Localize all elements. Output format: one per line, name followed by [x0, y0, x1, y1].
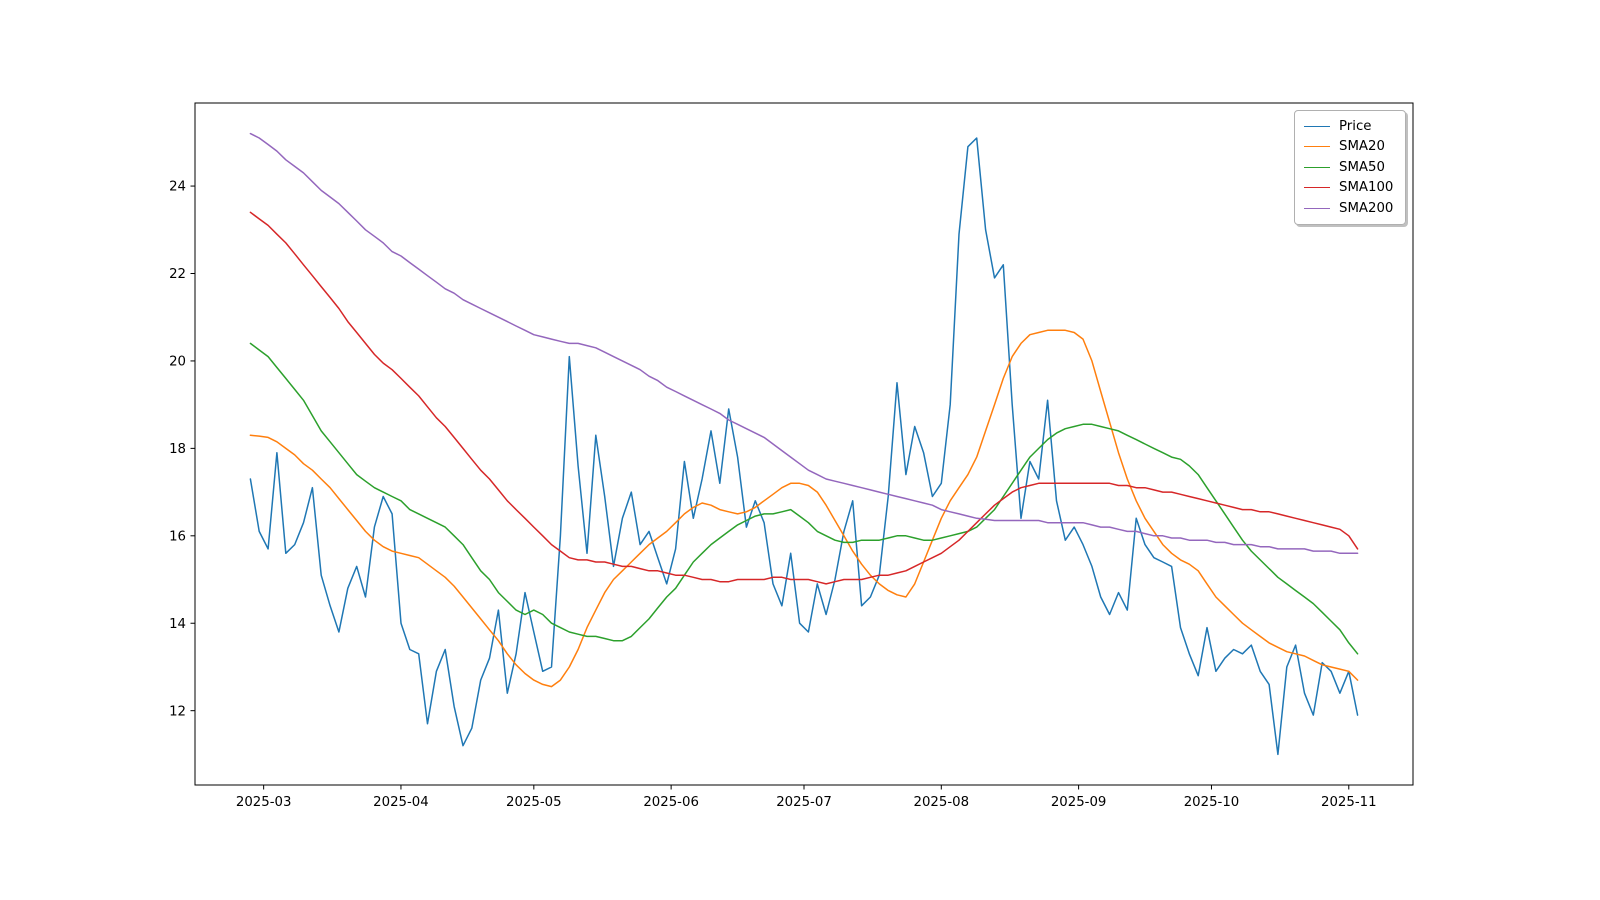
- legend-label: SMA200: [1339, 200, 1394, 216]
- x-tick-label: 2025-05: [506, 795, 562, 810]
- x-tick-label: 2025-04: [373, 795, 429, 810]
- legend-item: SMA100: [1304, 178, 1397, 199]
- y-tick-label: 24: [169, 180, 186, 195]
- sma100-line: [249, 211, 1359, 585]
- x-tick-label: 2025-11: [1321, 795, 1377, 810]
- sma50-line: [249, 342, 1359, 655]
- y-tick-label: 16: [169, 529, 186, 544]
- legend-item: SMA50: [1304, 157, 1397, 178]
- x-tick-label: 2025-08: [914, 795, 970, 810]
- legend-line-sample: [1304, 146, 1330, 148]
- x-tick-label: 2025-09: [1051, 795, 1107, 810]
- legend-line-sample: [1304, 207, 1330, 209]
- legend: Price SMA20 SMA50 SMA100 SMA200: [1294, 110, 1406, 225]
- y-tick-label: 14: [169, 617, 186, 632]
- legend-label: SMA50: [1339, 159, 1385, 175]
- x-tick-label: 2025-06: [643, 795, 699, 810]
- legend-item: SMA200: [1304, 198, 1397, 219]
- legend-item: Price: [1304, 116, 1397, 137]
- x-tick-label: 2025-07: [776, 795, 832, 810]
- y-tick-label: 18: [169, 442, 186, 457]
- y-tick-label: 20: [169, 355, 186, 370]
- sma20-line: [249, 329, 1359, 688]
- legend-label: SMA100: [1339, 180, 1394, 196]
- legend-line-sample: [1304, 125, 1330, 127]
- legend-line-sample: [1304, 187, 1330, 189]
- legend-label: Price: [1339, 118, 1372, 134]
- legend-item: SMA20: [1304, 137, 1397, 158]
- legend-label: SMA20: [1339, 139, 1385, 155]
- price-line: [249, 137, 1359, 756]
- axes-frame: [194, 102, 1414, 786]
- x-tick-label: 2025-03: [236, 795, 292, 810]
- y-tick-label: 22: [169, 267, 186, 282]
- x-tick-label: 2025-10: [1184, 795, 1240, 810]
- legend-line-sample: [1304, 166, 1330, 168]
- y-tick-label: 12: [169, 704, 186, 719]
- sma200-line: [249, 132, 1359, 555]
